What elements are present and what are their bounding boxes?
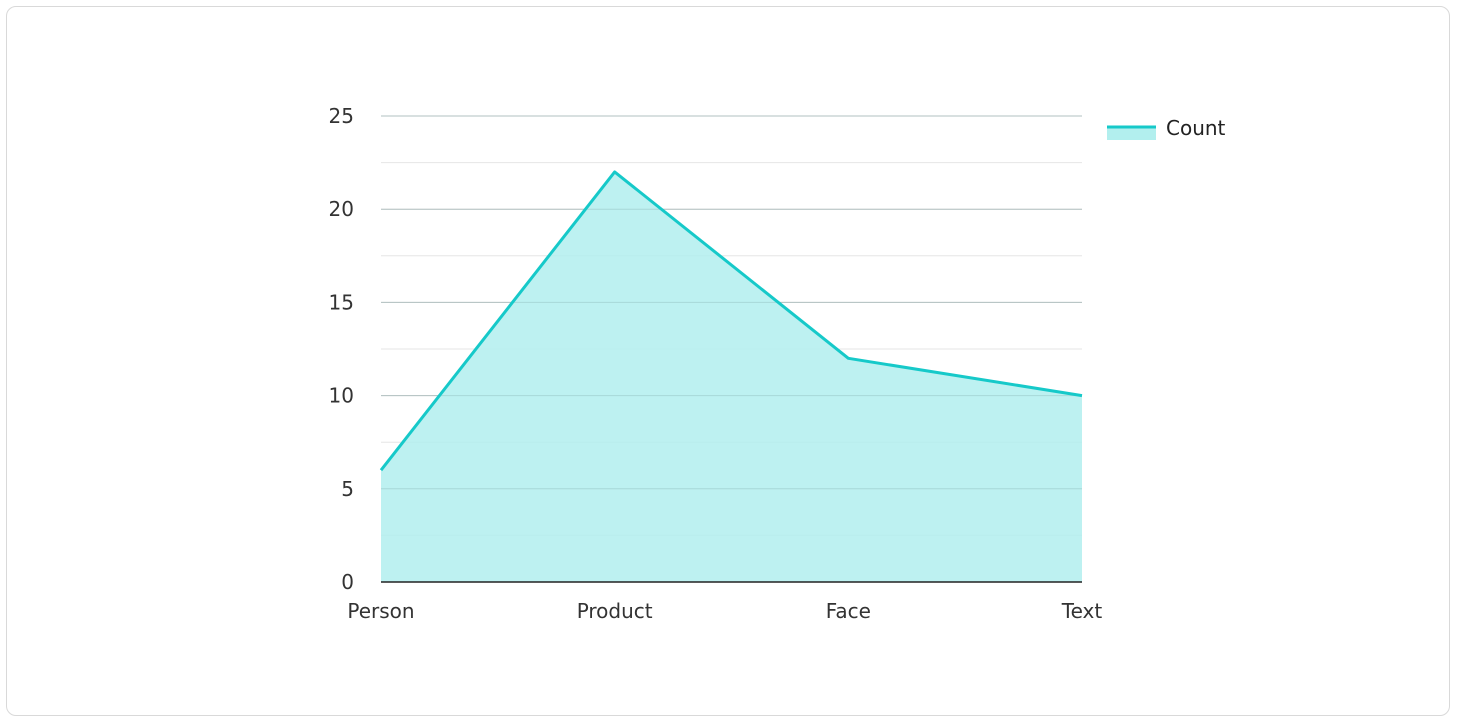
data-point-product[interactable] xyxy=(609,166,621,178)
x-axis-ticks: Person Product Face Text xyxy=(347,599,1102,623)
data-point-face[interactable] xyxy=(842,352,854,364)
y-tick-label: 0 xyxy=(341,570,354,594)
y-tick-label: 10 xyxy=(329,384,354,408)
data-point-person[interactable] xyxy=(375,464,387,476)
y-tick-label: 5 xyxy=(341,477,354,501)
x-tick-label: Person xyxy=(347,599,414,623)
data-point-text[interactable] xyxy=(1076,390,1088,402)
y-axis-ticks: 0 5 10 15 20 25 xyxy=(329,104,354,594)
y-tick-label: 15 xyxy=(329,290,354,314)
legend: Count xyxy=(1107,116,1226,140)
area-fill-count xyxy=(381,172,1082,582)
legend-swatch-fill xyxy=(1107,127,1156,140)
x-tick-label: Face xyxy=(826,599,871,623)
x-tick-label: Text xyxy=(1061,599,1103,623)
y-tick-label: 25 xyxy=(329,104,354,128)
legend-label-count[interactable]: Count xyxy=(1166,116,1226,140)
x-tick-label: Product xyxy=(577,599,653,623)
y-tick-label: 20 xyxy=(329,197,354,221)
